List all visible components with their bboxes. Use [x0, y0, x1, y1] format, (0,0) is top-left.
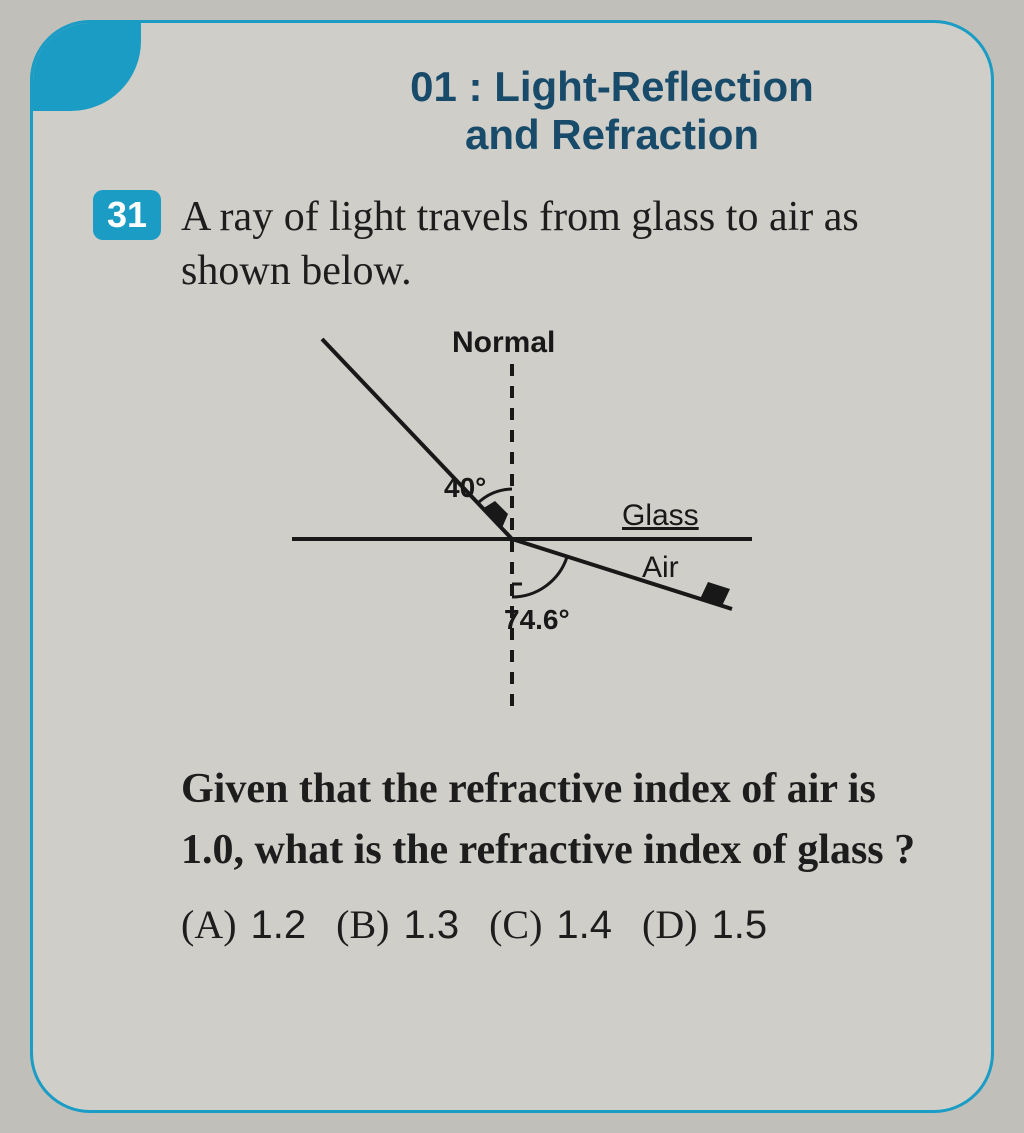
option-a[interactable]: (A) 1.2 [181, 901, 306, 948]
option-value: 1.5 [712, 903, 768, 948]
question-number-badge: 31 [93, 190, 161, 240]
svg-text:40°: 40° [444, 472, 486, 503]
option-label: (C) [489, 901, 542, 948]
title-line-2: and Refraction [293, 111, 931, 159]
option-label: (A) [181, 901, 237, 948]
page-frame: 01 : Light-Reflection and Refraction 31 … [30, 20, 994, 1113]
svg-text:Glass: Glass [622, 499, 699, 532]
title-line-1: 01 : Light-Reflection [293, 63, 931, 111]
svg-text:74.6°: 74.6° [504, 604, 570, 635]
option-label: (B) [336, 901, 389, 948]
option-b[interactable]: (B) 1.3 [336, 901, 459, 948]
options-row: (A) 1.2 (B) 1.3 (C) 1.4 (D) 1.5 [181, 901, 931, 948]
option-c[interactable]: (C) 1.4 [489, 901, 612, 948]
question-subtext: Given that the refractive index of air i… [181, 759, 921, 881]
chapter-title: 01 : Light-Reflection and Refraction [293, 63, 931, 160]
option-value: 1.4 [556, 903, 612, 948]
svg-text:Normal: Normal [452, 326, 555, 359]
option-label: (D) [642, 901, 698, 948]
svg-text:Air: Air [642, 551, 679, 584]
refraction-diagram: Normal Glass Air 40° 74.6° [252, 309, 772, 739]
corner-decoration [31, 21, 141, 111]
option-value: 1.3 [403, 903, 459, 948]
question-text: A ray of light travels from glass to air… [181, 190, 931, 299]
diagram-container: Normal Glass Air 40° 74.6° [93, 309, 931, 739]
option-value: 1.2 [251, 903, 307, 948]
option-d[interactable]: (D) 1.5 [642, 901, 767, 948]
question-row: 31 A ray of light travels from glass to … [93, 190, 931, 299]
